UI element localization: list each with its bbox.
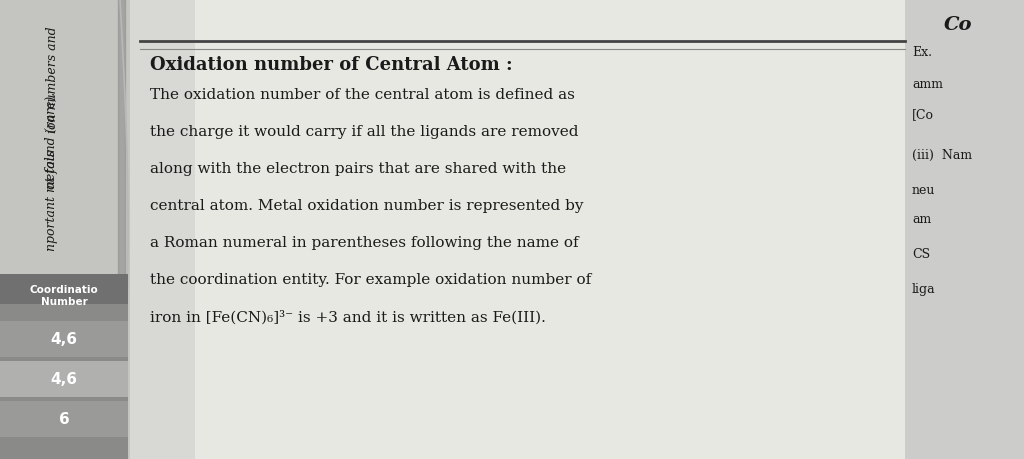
Text: Co: Co [944,16,972,34]
Text: ot found (rare).: ot found (rare). [45,91,58,188]
Text: the charge it would carry if all the ligands are removed: the charge it would carry if all the lig… [150,125,579,139]
Bar [0,361,128,397]
Text: [Co: [Co [912,108,934,121]
Text: Number: Number [41,297,87,306]
Text: Ex.: Ex. [912,45,932,58]
Text: CS: CS [912,248,930,261]
Text: Coordinatio: Coordinatio [30,285,98,294]
Text: nportant metals: nportant metals [45,149,58,250]
Text: iron in [Fe(CN)₆]³⁻ is +3 and it is written as Fe(III).: iron in [Fe(CN)₆]³⁻ is +3 and it is writ… [150,309,546,324]
Text: 4,6: 4,6 [50,332,78,347]
Text: 4,6: 4,6 [50,372,78,386]
Text: am: am [912,213,931,226]
Text: a Roman numeral in parentheses following the name of: a Roman numeral in parentheses following… [150,235,579,249]
Bar [0,321,128,357]
Text: the coordination entity. For example oxidation number of: the coordination entity. For example oxi… [150,272,591,286]
Bar [905,0,1024,459]
Text: along with the electron pairs that are shared with the: along with the electron pairs that are s… [150,162,566,176]
Text: (iii)  Nam: (iii) Nam [912,148,972,161]
Bar [125,0,1024,459]
Text: ion numbers and: ion numbers and [45,27,58,133]
Text: neu: neu [912,183,935,196]
Text: central atom. Metal oxidation number is represented by: central atom. Metal oxidation number is … [150,199,584,213]
Polygon shape [118,0,125,459]
Bar [0,274,128,304]
Text: liga: liga [912,283,936,296]
Bar [0,0,130,459]
Bar [0,401,128,437]
Bar [195,0,915,459]
Bar [0,274,128,459]
Text: The oxidation number of the central atom is defined as: The oxidation number of the central atom… [150,88,574,102]
Text: 6: 6 [58,412,70,426]
Text: Oxidation number of Central Atom :: Oxidation number of Central Atom : [150,56,513,74]
Text: amm: amm [912,78,943,91]
